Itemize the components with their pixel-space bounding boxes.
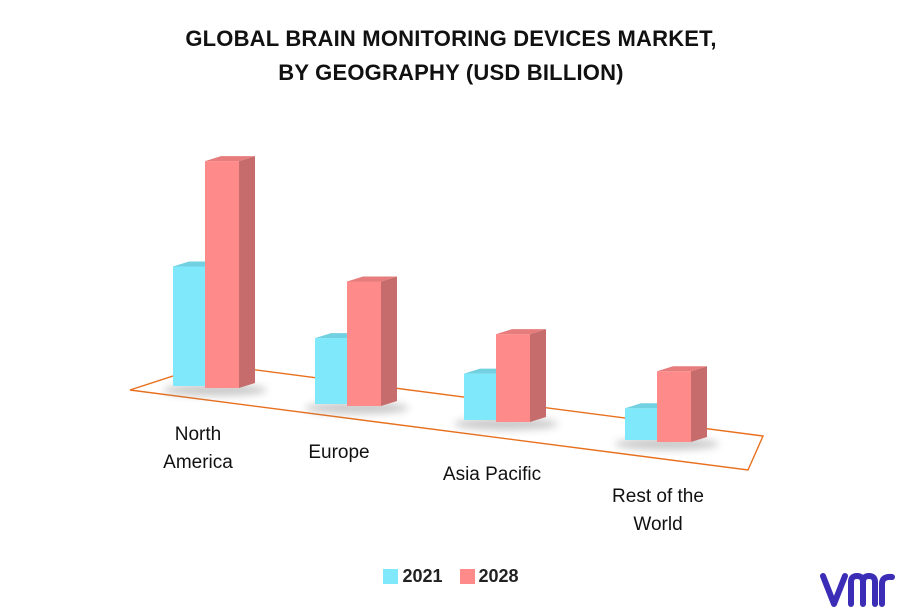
bar-front-2021-0	[173, 266, 207, 386]
legend-label-2028: 2028	[478, 566, 519, 586]
bar-front-2028-1	[347, 281, 381, 406]
bar-front-2028-3	[657, 371, 691, 442]
category-label: Rest of the World	[612, 486, 704, 535]
chart-title-line2: BY GEOGRAPHY (USD BILLION)	[278, 60, 624, 85]
bar-2028-1	[347, 276, 397, 406]
bar-2028-3	[657, 366, 707, 442]
category-label: Europe	[308, 442, 369, 463]
bar-2028-0	[205, 156, 255, 388]
bar-top-2028-2	[496, 329, 546, 335]
bar-front-2028-2	[496, 334, 530, 422]
legend-item-2028: 2028	[459, 566, 519, 587]
bar-top-2028-3	[657, 366, 707, 372]
bar-front-2021-3	[625, 408, 659, 440]
legend-swatch-2021	[383, 569, 399, 584]
bar-top-2028-1	[347, 276, 397, 282]
legend-label-2021: 2021	[402, 566, 443, 586]
legend-swatch-2028	[459, 569, 475, 584]
bar-top-2028-0	[205, 156, 255, 162]
bar-front-2021-1	[315, 338, 349, 404]
bar-2028-2	[496, 329, 546, 422]
bar-front-2028-0	[205, 161, 239, 388]
chart-title-line1: GLOBAL BRAIN MONITORING DEVICES MARKET,	[185, 26, 717, 51]
bar-side-2028-3	[691, 366, 707, 442]
legend: 2021 2028	[0, 566, 902, 589]
bar-front-2021-2	[464, 373, 498, 420]
chart-title: GLOBAL BRAIN MONITORING DEVICES MARKET, …	[0, 22, 902, 90]
bar-side-2028-1	[381, 276, 397, 406]
bar-side-2028-0	[239, 156, 255, 388]
bar-side-2028-2	[530, 329, 546, 422]
category-label: North America	[163, 424, 233, 473]
vmr-logo	[820, 573, 895, 607]
legend-item-2021: 2021	[383, 566, 442, 587]
category-label: Asia Pacific	[443, 464, 541, 485]
